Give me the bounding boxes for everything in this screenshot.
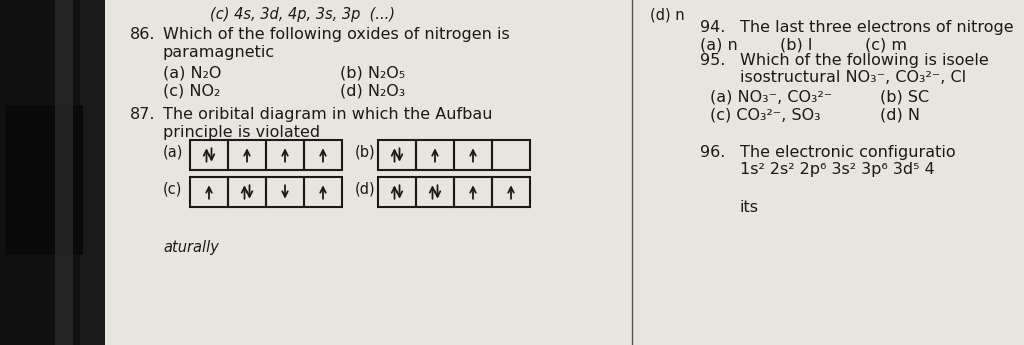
Bar xyxy=(0,0,105,345)
Text: (a) N₂O: (a) N₂O xyxy=(163,65,221,80)
Text: (c) m: (c) m xyxy=(865,37,907,52)
Text: 1s² 2s² 2p⁶ 3s² 3p⁶ 3d⁵ 4: 1s² 2s² 2p⁶ 3s² 3p⁶ 3d⁵ 4 xyxy=(739,162,935,177)
Text: (b) N₂O₅: (b) N₂O₅ xyxy=(340,65,406,80)
Text: isostructural NO₃⁻, CO₃²⁻, Cl: isostructural NO₃⁻, CO₃²⁻, Cl xyxy=(739,70,966,85)
Bar xyxy=(378,177,416,207)
Bar xyxy=(105,0,1024,345)
Text: 86.: 86. xyxy=(130,27,156,42)
Bar xyxy=(190,177,228,207)
Text: (c) NO₂: (c) NO₂ xyxy=(163,83,220,98)
Text: (d) N₂O₃: (d) N₂O₃ xyxy=(340,83,406,98)
Text: (b) l: (b) l xyxy=(780,37,812,52)
Text: 95.: 95. xyxy=(699,53,725,68)
Bar xyxy=(454,140,492,170)
Text: principle is violated: principle is violated xyxy=(163,125,321,140)
Text: (a) n: (a) n xyxy=(699,37,737,52)
Text: 94.: 94. xyxy=(699,20,725,35)
Text: (a) NO₃⁻, CO₃²⁻: (a) NO₃⁻, CO₃²⁻ xyxy=(710,90,833,105)
Bar xyxy=(416,177,454,207)
Text: aturally: aturally xyxy=(163,240,219,255)
Bar xyxy=(492,140,530,170)
Text: (c): (c) xyxy=(163,181,182,197)
Bar xyxy=(304,140,342,170)
Bar xyxy=(266,177,304,207)
Text: (d): (d) xyxy=(355,181,376,197)
Bar xyxy=(454,177,492,207)
Bar xyxy=(5,105,83,255)
Bar xyxy=(492,177,530,207)
Text: Which of the following oxides of nitrogen is: Which of the following oxides of nitroge… xyxy=(163,27,510,42)
Bar xyxy=(228,177,266,207)
Text: The electronic configuratio: The electronic configuratio xyxy=(739,145,955,160)
Bar xyxy=(378,140,416,170)
Text: The oribital diagram in which the Aufbau: The oribital diagram in which the Aufbau xyxy=(163,107,493,122)
Bar xyxy=(416,140,454,170)
Text: 87.: 87. xyxy=(130,107,156,122)
Text: (a): (a) xyxy=(163,145,183,159)
Text: (b) SC: (b) SC xyxy=(880,90,929,105)
Bar xyxy=(304,177,342,207)
Text: paramagnetic: paramagnetic xyxy=(163,45,275,60)
Text: Which of the following is isoele: Which of the following is isoele xyxy=(739,53,988,68)
Text: (d) N: (d) N xyxy=(880,108,920,123)
Text: (b): (b) xyxy=(355,145,376,159)
Bar xyxy=(0,0,80,345)
Text: The last three electrons of nitroge: The last three electrons of nitroge xyxy=(739,20,1014,35)
Bar xyxy=(266,140,304,170)
Text: its: its xyxy=(739,200,759,215)
Text: (c) 4s, 3d, 4p, 3s, 3p  (...): (c) 4s, 3d, 4p, 3s, 3p (...) xyxy=(210,7,395,22)
Bar xyxy=(190,140,228,170)
Bar xyxy=(228,140,266,170)
Bar xyxy=(55,0,73,345)
Text: 96.: 96. xyxy=(699,145,725,160)
Text: (c) CO₃²⁻, SO₃: (c) CO₃²⁻, SO₃ xyxy=(710,108,820,123)
Text: (d) n: (d) n xyxy=(650,7,684,22)
